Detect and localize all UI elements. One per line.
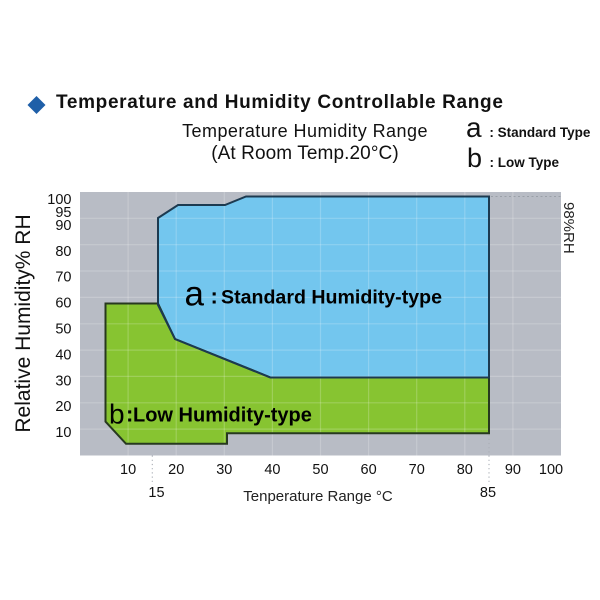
- svg-text:50: 50: [312, 462, 328, 478]
- svg-text:Low Humidity-type: Low Humidity-type: [133, 405, 312, 427]
- svg-text:30: 30: [216, 462, 232, 478]
- svg-text:90: 90: [55, 218, 71, 234]
- svg-text:b: b: [109, 399, 125, 430]
- svg-text:60: 60: [361, 462, 377, 478]
- svg-text:90: 90: [505, 462, 521, 478]
- svg-text:a: a: [185, 275, 205, 314]
- svg-text:70: 70: [409, 462, 425, 478]
- svg-text:10: 10: [120, 462, 136, 478]
- svg-text:15: 15: [148, 485, 164, 501]
- svg-text:100: 100: [539, 462, 563, 478]
- svg-text:20: 20: [55, 399, 71, 415]
- svg-text:70: 70: [55, 270, 71, 286]
- svg-text:40: 40: [264, 462, 280, 478]
- svg-text:80: 80: [55, 244, 71, 260]
- svg-text:95: 95: [55, 205, 71, 221]
- svg-text:80: 80: [457, 462, 473, 478]
- svg-text:30: 30: [55, 373, 71, 389]
- svg-text:50: 50: [55, 322, 71, 338]
- svg-text:Relative Humidity% RH: Relative Humidity% RH: [12, 214, 35, 432]
- svg-text:20: 20: [168, 462, 184, 478]
- svg-text:85: 85: [480, 485, 496, 501]
- svg-text:60: 60: [55, 296, 71, 312]
- svg-text:40: 40: [55, 347, 71, 363]
- svg-text:Standard Humidity-type: Standard Humidity-type: [221, 287, 442, 309]
- svg-text:Tenperature Range °C: Tenperature Range °C: [243, 488, 393, 505]
- svg-text:10: 10: [55, 425, 71, 441]
- svg-text:100: 100: [47, 192, 71, 208]
- svg-text::: :: [126, 402, 133, 427]
- svg-text:98%RH: 98%RH: [560, 202, 577, 254]
- svg-text::: :: [211, 284, 218, 309]
